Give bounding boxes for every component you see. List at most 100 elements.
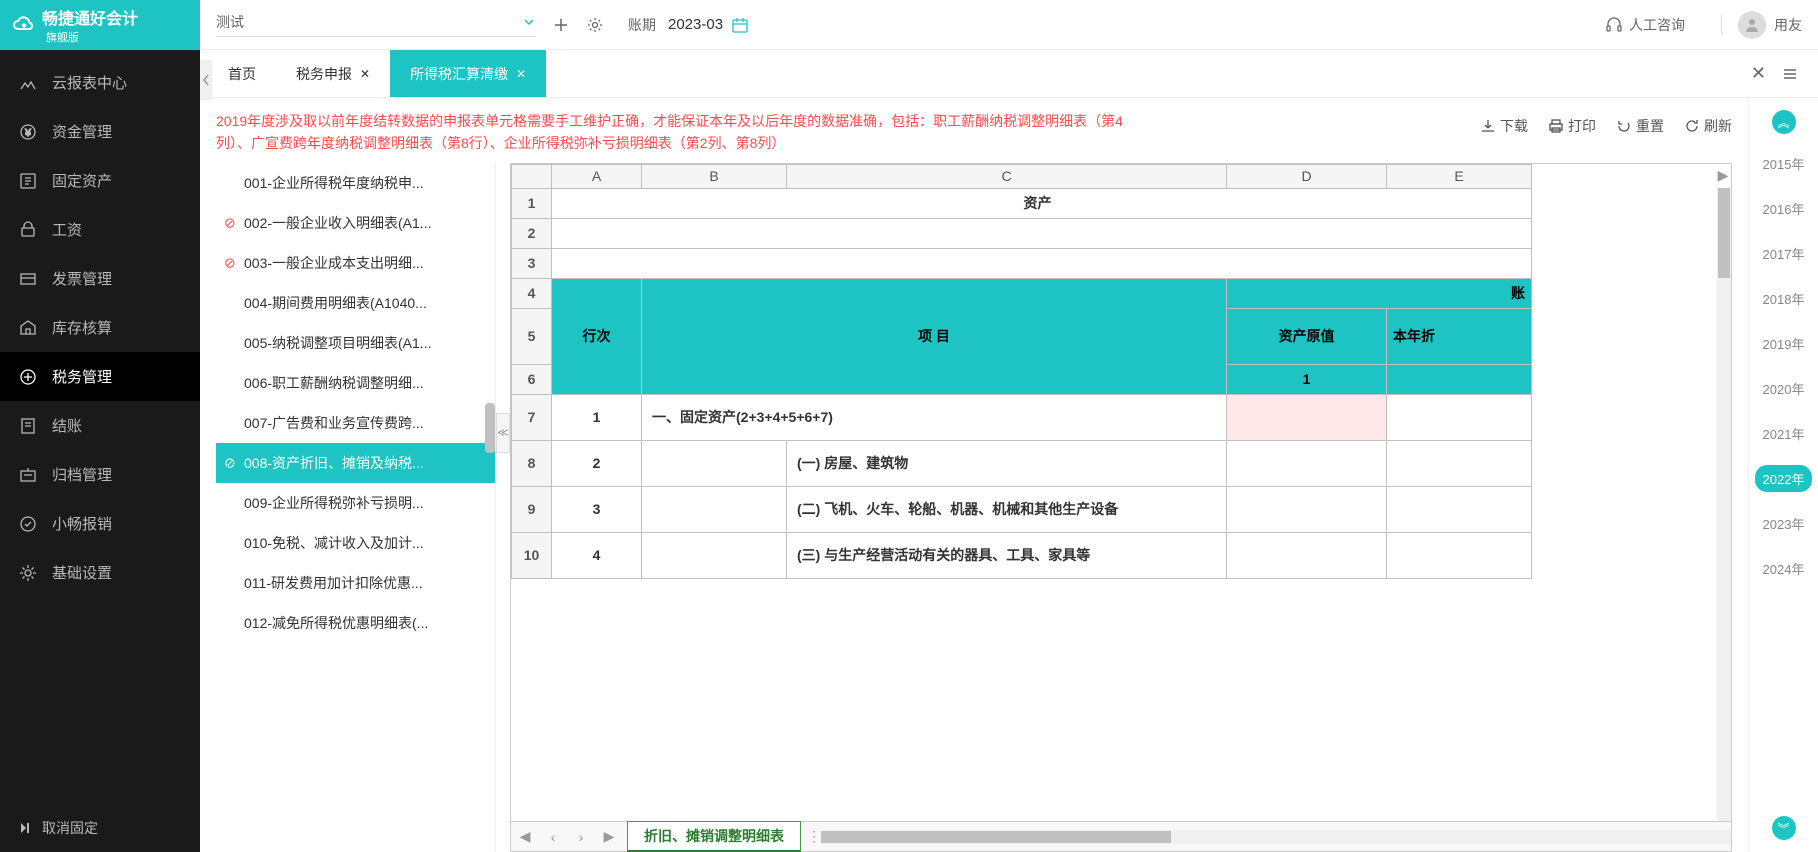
sidebar-item-4[interactable]: 发票管理 bbox=[0, 254, 200, 303]
reset-button[interactable]: 重置 bbox=[1616, 116, 1664, 136]
sidebar-unpin[interactable]: 取消固定 bbox=[0, 804, 200, 852]
sheet-title: 资产 bbox=[552, 188, 1532, 218]
year-scroll-up-button[interactable]: ︽ bbox=[1772, 110, 1796, 134]
year-2020年[interactable]: 2020年 bbox=[1755, 375, 1813, 402]
year-2016年[interactable]: 2016年 bbox=[1755, 195, 1813, 222]
form-list-collapse-handle[interactable]: ≪ bbox=[496, 413, 510, 453]
year-2018年[interactable]: 2018年 bbox=[1755, 285, 1813, 312]
form-item-label: 011-研发费用加计扣除优惠... bbox=[244, 575, 423, 591]
headset-icon bbox=[1605, 16, 1623, 34]
tab-close-icon[interactable]: ✕ bbox=[516, 67, 526, 81]
user-menu[interactable]: 用友 bbox=[1738, 11, 1802, 39]
download-button[interactable]: 下载 bbox=[1480, 116, 1528, 136]
cell-line[interactable]: 2 bbox=[552, 440, 642, 486]
sidebar-item-1[interactable]: ¥资金管理 bbox=[0, 107, 200, 156]
form-item-4[interactable]: 005-纳税调整项目明细表(A1... bbox=[216, 323, 495, 363]
cell-e[interactable] bbox=[1387, 394, 1532, 440]
close-all-tabs-button[interactable]: ✕ bbox=[1751, 63, 1766, 84]
form-item-label: 006-职工薪酬纳税调整明细... bbox=[244, 375, 424, 391]
spreadsheet[interactable]: ▶ ABCDE1资产234行次项 目账5资产原值本年折6171一、固定资产(2+… bbox=[510, 163, 1732, 822]
sheet-nav-last[interactable]: ▶ bbox=[595, 823, 623, 851]
cell-d[interactable] bbox=[1227, 532, 1387, 578]
year-2019年[interactable]: 2019年 bbox=[1755, 330, 1813, 357]
cell-e[interactable] bbox=[1387, 486, 1532, 532]
header-item: 项 目 bbox=[642, 278, 1227, 394]
year-2023年[interactable]: 2023年 bbox=[1755, 510, 1813, 537]
year-2015年[interactable]: 2015年 bbox=[1755, 150, 1813, 177]
cell-item[interactable]: (一) 房屋、建筑物 bbox=[787, 440, 1227, 486]
cell-line[interactable]: 4 bbox=[552, 532, 642, 578]
sidebar-item-6[interactable]: 税务管理 bbox=[0, 352, 200, 401]
corner-cell bbox=[512, 164, 552, 188]
row-header: 7 bbox=[512, 394, 552, 440]
add-button[interactable] bbox=[552, 16, 570, 34]
form-item-10[interactable]: 011-研发费用加计扣除优惠... bbox=[216, 563, 495, 603]
sheet-vertical-scrollbar[interactable] bbox=[1717, 188, 1731, 821]
refresh-button[interactable]: 刷新 bbox=[1684, 116, 1732, 136]
form-item-11[interactable]: 012-减免所得税优惠明细表(... bbox=[216, 603, 495, 643]
form-item-9[interactable]: 010-免税、减计收入及加计... bbox=[216, 523, 495, 563]
year-2021年[interactable]: 2021年 bbox=[1755, 420, 1813, 447]
sidebar: 畅捷通好会计 旗舰版 云报表中心¥资金管理固定资产工资发票管理库存核算税务管理结… bbox=[0, 0, 200, 852]
sidebar-item-7[interactable]: 结账 bbox=[0, 401, 200, 450]
form-item-5[interactable]: 006-职工薪酬纳税调整明细... bbox=[216, 363, 495, 403]
sidebar-item-8[interactable]: 归档管理 bbox=[0, 450, 200, 499]
tab-0[interactable]: 首页 bbox=[208, 50, 276, 97]
form-item-7[interactable]: ⊘008-资产折旧、摊销及纳税... bbox=[216, 443, 495, 483]
sheet-nav-next[interactable]: › bbox=[567, 823, 595, 851]
cell-item[interactable]: 一、固定资产(2+3+4+5+6+7) bbox=[642, 394, 1227, 440]
form-list-scrollbar[interactable] bbox=[485, 403, 495, 453]
cell-item[interactable]: (二) 飞机、火车、轮船、机器、机械和其他生产设备 bbox=[787, 486, 1227, 532]
sidebar-item-0[interactable]: 云报表中心 bbox=[0, 58, 200, 107]
sidebar-item-label: 资金管理 bbox=[52, 121, 112, 142]
cell-line[interactable]: 1 bbox=[552, 394, 642, 440]
form-item-6[interactable]: 007-广告费和业务宣传费跨... bbox=[216, 403, 495, 443]
tab-1[interactable]: 税务申报 ✕ bbox=[276, 50, 390, 97]
cell-d[interactable] bbox=[1227, 486, 1387, 532]
form-item-2[interactable]: ⊘003-一般企业成本支出明细... bbox=[216, 243, 495, 283]
sheet-horizontal-scrollbar[interactable] bbox=[821, 830, 1731, 844]
year-2022年[interactable]: 2022年 bbox=[1755, 465, 1813, 492]
year-2017年[interactable]: 2017年 bbox=[1755, 240, 1813, 267]
sidebar-item-label: 结账 bbox=[52, 415, 82, 436]
sidebar-item-5[interactable]: 库存核算 bbox=[0, 303, 200, 352]
sidebar-icon bbox=[18, 318, 38, 338]
cell-line[interactable]: 3 bbox=[552, 486, 642, 532]
print-button[interactable]: 打印 bbox=[1548, 116, 1596, 136]
sheet-tab[interactable]: 折旧、摊销调整明细表 bbox=[627, 821, 801, 852]
tab-2[interactable]: 所得税汇算清缴✕ bbox=[390, 50, 546, 97]
tab-label: 税务申报 bbox=[296, 64, 352, 84]
form-item-0[interactable]: 001-企业所得税年度纳税申... bbox=[216, 163, 495, 203]
cell-d[interactable] bbox=[1227, 440, 1387, 486]
form-item-label: 004-期间费用明细表(A1040... bbox=[244, 295, 427, 311]
sidebar-items: 云报表中心¥资金管理固定资产工资发票管理库存核算税务管理结账归档管理小畅报销基础… bbox=[0, 50, 200, 804]
year-rail: ︽ 2015年 2016年 2017年 2018年 2019年 2020年 2021年 202… bbox=[1748, 98, 1818, 852]
settings-button[interactable] bbox=[586, 16, 604, 34]
form-item-1[interactable]: ⊘002-一般企业收入明细表(A1... bbox=[216, 203, 495, 243]
cell-e[interactable] bbox=[1387, 532, 1532, 578]
tab-close-icon[interactable]: ✕ bbox=[360, 67, 370, 81]
sheet-expand-button[interactable]: ▶ bbox=[1715, 166, 1731, 186]
form-item-label: 010-免税、减计收入及加计... bbox=[244, 535, 424, 551]
sidebar-item-10[interactable]: 基础设置 bbox=[0, 548, 200, 597]
tabs-menu-button[interactable] bbox=[1782, 66, 1798, 82]
cell-d[interactable] bbox=[1227, 394, 1387, 440]
cloud-icon bbox=[12, 13, 36, 37]
row-header: 8 bbox=[512, 440, 552, 486]
sheet-nav-first[interactable]: ◀ bbox=[511, 823, 539, 851]
sidebar-item-2[interactable]: 固定资产 bbox=[0, 156, 200, 205]
sidebar-item-3[interactable]: 工资 bbox=[0, 205, 200, 254]
sheet-nav-prev[interactable]: ‹ bbox=[539, 823, 567, 851]
logo: 畅捷通好会计 旗舰版 bbox=[0, 0, 200, 50]
form-item-label: 012-减免所得税优惠明细表(... bbox=[244, 615, 428, 631]
company-selector[interactable]: 测试 bbox=[216, 12, 536, 37]
sidebar-item-9[interactable]: 小畅报销 bbox=[0, 499, 200, 548]
consult-button[interactable]: 人工咨询 bbox=[1605, 15, 1685, 35]
form-item-3[interactable]: 004-期间费用明细表(A1040... bbox=[216, 283, 495, 323]
form-item-8[interactable]: 009-企业所得税弥补亏损明... bbox=[216, 483, 495, 523]
cell-item[interactable]: (三) 与生产经营活动有关的器具、工具、家具等 bbox=[787, 532, 1227, 578]
calendar-button[interactable] bbox=[731, 16, 749, 34]
year-scroll-down-button[interactable]: ︾ bbox=[1772, 816, 1796, 840]
year-2024年[interactable]: 2024年 bbox=[1755, 555, 1813, 582]
cell-e[interactable] bbox=[1387, 440, 1532, 486]
